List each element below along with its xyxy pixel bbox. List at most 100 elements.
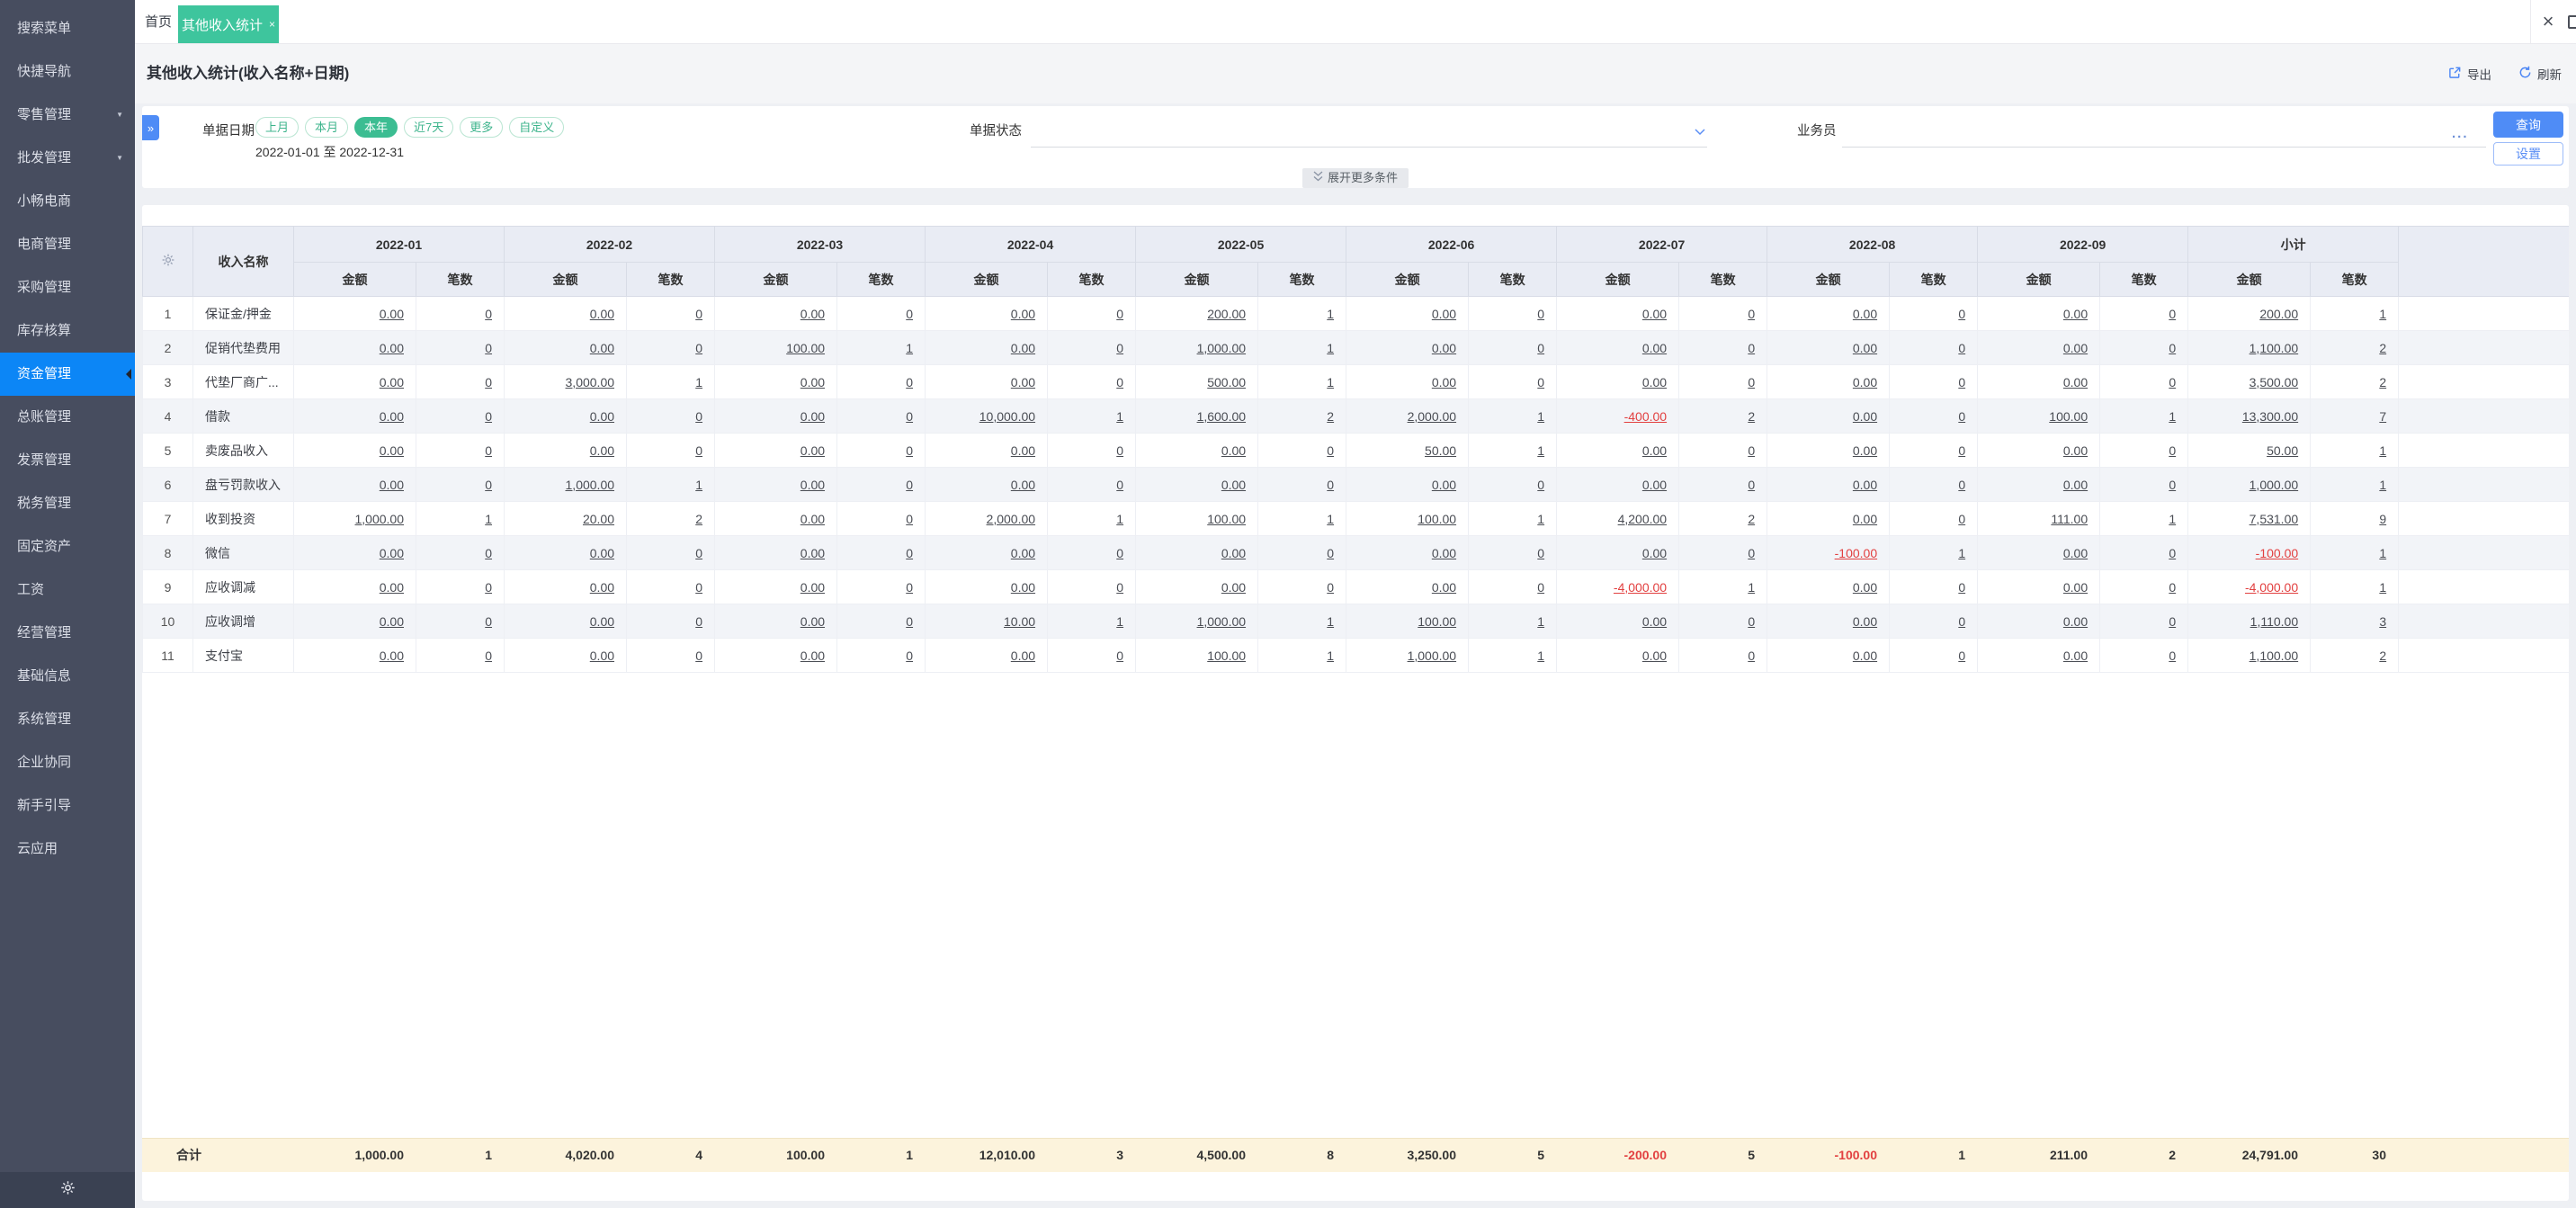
value-link[interactable]: 200.00: [2187, 296, 2312, 331]
date-pill-4[interactable]: 更多: [460, 117, 504, 138]
sidebar-item-17[interactable]: 企业协同: [0, 741, 135, 784]
value-link[interactable]: 0.00: [293, 604, 416, 639]
value-link[interactable]: 0.00: [714, 467, 838, 502]
value-link[interactable]: 0: [2099, 604, 2189, 639]
value-link[interactable]: 1: [1257, 604, 1347, 639]
value-link[interactable]: 0.00: [1346, 569, 1470, 604]
value-link[interactable]: 1: [2310, 569, 2400, 604]
value-link[interactable]: 0.00: [293, 296, 416, 331]
value-link[interactable]: 0: [1047, 330, 1137, 365]
value-link[interactable]: 0.00: [293, 638, 416, 673]
value-link[interactable]: 0: [1889, 433, 1979, 468]
value-link[interactable]: 0.00: [1767, 467, 1891, 502]
value-link[interactable]: 0: [836, 296, 926, 331]
sidebar-item-13[interactable]: 工资: [0, 568, 135, 612]
sidebar-item-15[interactable]: 基础信息: [0, 655, 135, 698]
value-link[interactable]: 0.00: [1977, 467, 2101, 502]
query-button[interactable]: 查询: [2493, 112, 2563, 138]
value-link[interactable]: -100.00: [1767, 535, 1891, 570]
value-link[interactable]: 0.00: [925, 569, 1049, 604]
value-link[interactable]: 0.00: [1346, 535, 1470, 570]
value-link[interactable]: 0: [1678, 330, 1768, 365]
value-link[interactable]: 0: [836, 638, 926, 673]
tab-close-icon[interactable]: ×: [269, 18, 276, 31]
value-link[interactable]: 0: [415, 638, 505, 673]
value-link[interactable]: 0: [2099, 467, 2189, 502]
value-link[interactable]: 0.00: [1977, 569, 2101, 604]
value-link[interactable]: 100.00: [1346, 501, 1470, 536]
sidebar-item-2[interactable]: 零售管理 ▼: [0, 94, 135, 137]
value-link[interactable]: 1: [2310, 296, 2400, 331]
value-link[interactable]: 1: [2310, 535, 2400, 570]
value-link[interactable]: 0: [2099, 535, 2189, 570]
value-link[interactable]: 0: [626, 398, 716, 434]
value-link[interactable]: 1: [2310, 467, 2400, 502]
value-link[interactable]: 0.00: [293, 364, 416, 399]
value-link[interactable]: 0.00: [293, 398, 416, 434]
value-link[interactable]: 100.00: [714, 330, 838, 365]
value-link[interactable]: 0.00: [1346, 364, 1470, 399]
value-link[interactable]: 0.00: [1346, 467, 1470, 502]
tab-other-income-statistics[interactable]: 其他收入统计 ×: [178, 5, 279, 43]
value-link[interactable]: 0.00: [1556, 604, 1680, 639]
value-link[interactable]: 1: [1257, 296, 1347, 331]
value-link[interactable]: 0.00: [504, 398, 628, 434]
sidebar-item-0[interactable]: 搜索菜单: [0, 7, 135, 50]
value-link[interactable]: 0.00: [1767, 569, 1891, 604]
value-link[interactable]: 0: [2099, 433, 2189, 468]
value-link[interactable]: 1: [1468, 604, 1558, 639]
value-link[interactable]: 0.00: [1767, 638, 1891, 673]
value-link[interactable]: 0: [1678, 467, 1768, 502]
value-link[interactable]: 0: [1468, 296, 1558, 331]
value-link[interactable]: 0.00: [925, 296, 1049, 331]
value-link[interactable]: 0: [1047, 535, 1137, 570]
value-link[interactable]: 0.00: [293, 433, 416, 468]
value-link[interactable]: 0.00: [925, 467, 1049, 502]
value-link[interactable]: 0.00: [504, 535, 628, 570]
date-range-value[interactable]: 2022-01-01 至 2022-12-31: [255, 145, 405, 159]
value-link[interactable]: 0: [626, 296, 716, 331]
refresh-button[interactable]: 刷新: [2518, 65, 2562, 83]
value-link[interactable]: 0: [836, 467, 926, 502]
value-link[interactable]: 0: [626, 535, 716, 570]
value-link[interactable]: 2,000.00: [925, 501, 1049, 536]
value-link[interactable]: 0.00: [1767, 604, 1891, 639]
value-link[interactable]: 0: [1468, 467, 1558, 502]
value-link[interactable]: 0: [415, 398, 505, 434]
value-link[interactable]: 0: [836, 569, 926, 604]
value-link[interactable]: 0.00: [1767, 398, 1891, 434]
value-link[interactable]: 0.00: [293, 330, 416, 365]
value-link[interactable]: 0.00: [1767, 433, 1891, 468]
value-link[interactable]: 0.00: [1767, 364, 1891, 399]
value-link[interactable]: 0: [1257, 467, 1347, 502]
value-link[interactable]: 0: [415, 467, 505, 502]
value-link[interactable]: 0: [1889, 501, 1979, 536]
value-link[interactable]: 0.00: [714, 501, 838, 536]
sidebar-item-9[interactable]: 总账管理: [0, 396, 135, 439]
status-select[interactable]: [1031, 112, 1707, 148]
value-link[interactable]: 0: [415, 330, 505, 365]
value-link[interactable]: 0.00: [714, 638, 838, 673]
sidebar-item-3[interactable]: 批发管理 ▼: [0, 137, 135, 180]
value-link[interactable]: 1,000.00: [504, 467, 628, 502]
value-link[interactable]: 1: [2099, 398, 2189, 434]
value-link[interactable]: 1,600.00: [1135, 398, 1259, 434]
sidebar-item-12[interactable]: 固定资产: [0, 525, 135, 568]
value-link[interactable]: 0.00: [925, 535, 1049, 570]
sidebar-item-6[interactable]: 采购管理: [0, 266, 135, 309]
value-link[interactable]: 20.00: [504, 501, 628, 536]
value-link[interactable]: 0.00: [1977, 364, 2101, 399]
value-link[interactable]: 0.00: [1977, 330, 2101, 365]
sidebar-item-18[interactable]: 新手引导: [0, 784, 135, 828]
value-link[interactable]: 0.00: [1767, 330, 1891, 365]
value-link[interactable]: 0: [1047, 569, 1137, 604]
value-link[interactable]: 1,100.00: [2187, 638, 2312, 673]
value-link[interactable]: 0.00: [714, 535, 838, 570]
value-link[interactable]: 0.00: [925, 433, 1049, 468]
value-link[interactable]: 0: [1889, 467, 1979, 502]
value-link[interactable]: 0.00: [1135, 535, 1259, 570]
value-link[interactable]: 0: [1889, 364, 1979, 399]
value-link[interactable]: 0: [836, 535, 926, 570]
value-link[interactable]: 0.00: [925, 330, 1049, 365]
value-link[interactable]: 0.00: [1135, 467, 1259, 502]
